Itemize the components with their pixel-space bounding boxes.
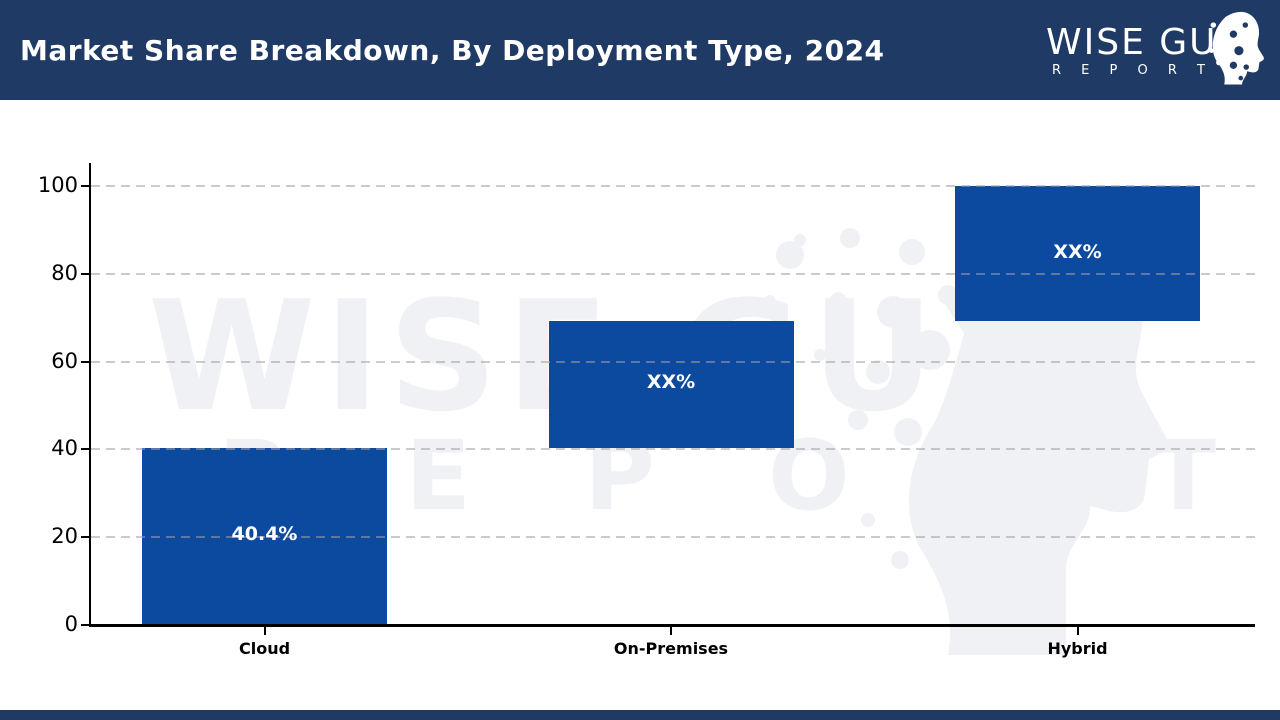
- x-tick-label-on-premises: On-Premises: [613, 639, 729, 658]
- bar-value-label-on-premises: XX%: [646, 371, 696, 394]
- x-tick-cloud: [263, 626, 266, 635]
- logo-face-icon: [1209, 11, 1264, 85]
- bar-hybrid: [955, 186, 1200, 322]
- y-tick-60: [81, 360, 89, 363]
- y-tick-label-40: 40: [51, 436, 78, 461]
- x-tick-on-premises: [670, 626, 672, 635]
- x-axis-line: [89, 624, 1255, 627]
- x-tick-label-cloud: Cloud: [238, 639, 291, 658]
- gridline-60: [91, 360, 1255, 363]
- gridline-20: [91, 536, 1255, 539]
- y-tick-20: [81, 536, 89, 539]
- watermark-face-icon: [765, 222, 1168, 655]
- bar-on-premises: [548, 321, 794, 448]
- logo-subtext: R E P O R T S: [1052, 63, 1242, 78]
- header-bar: Market Share Breakdown, By Deployment Ty…: [0, 0, 1280, 100]
- page-title: Market Share Breakdown, By Deployment Ty…: [20, 34, 885, 67]
- y-tick-40: [81, 448, 89, 451]
- x-tick-label-hybrid: Hybrid: [1047, 639, 1108, 658]
- gridline-40: [91, 448, 1255, 451]
- y-tick-label-0: 0: [64, 612, 78, 636]
- y-tick-100: [81, 185, 89, 187]
- logo-wordmark: WISE GUY: [1046, 22, 1242, 63]
- y-tick-label-60: 60: [51, 348, 78, 373]
- y-tick-label-100: 100: [37, 173, 78, 197]
- gridline-100: [91, 185, 1255, 187]
- y-tick-label-20: 20: [51, 524, 78, 549]
- y-axis-line: [89, 163, 91, 626]
- y-tick-0: [81, 624, 89, 626]
- y-tick-80: [81, 272, 89, 275]
- bar-value-label-hybrid: XX%: [1053, 240, 1102, 263]
- x-tick-hybrid: [1076, 626, 1079, 635]
- footer-bar: [0, 710, 1280, 720]
- gridline-80: [91, 272, 1255, 275]
- bar-value-label-cloud: 40.4%: [231, 523, 298, 546]
- y-tick-label-80: 80: [51, 260, 78, 285]
